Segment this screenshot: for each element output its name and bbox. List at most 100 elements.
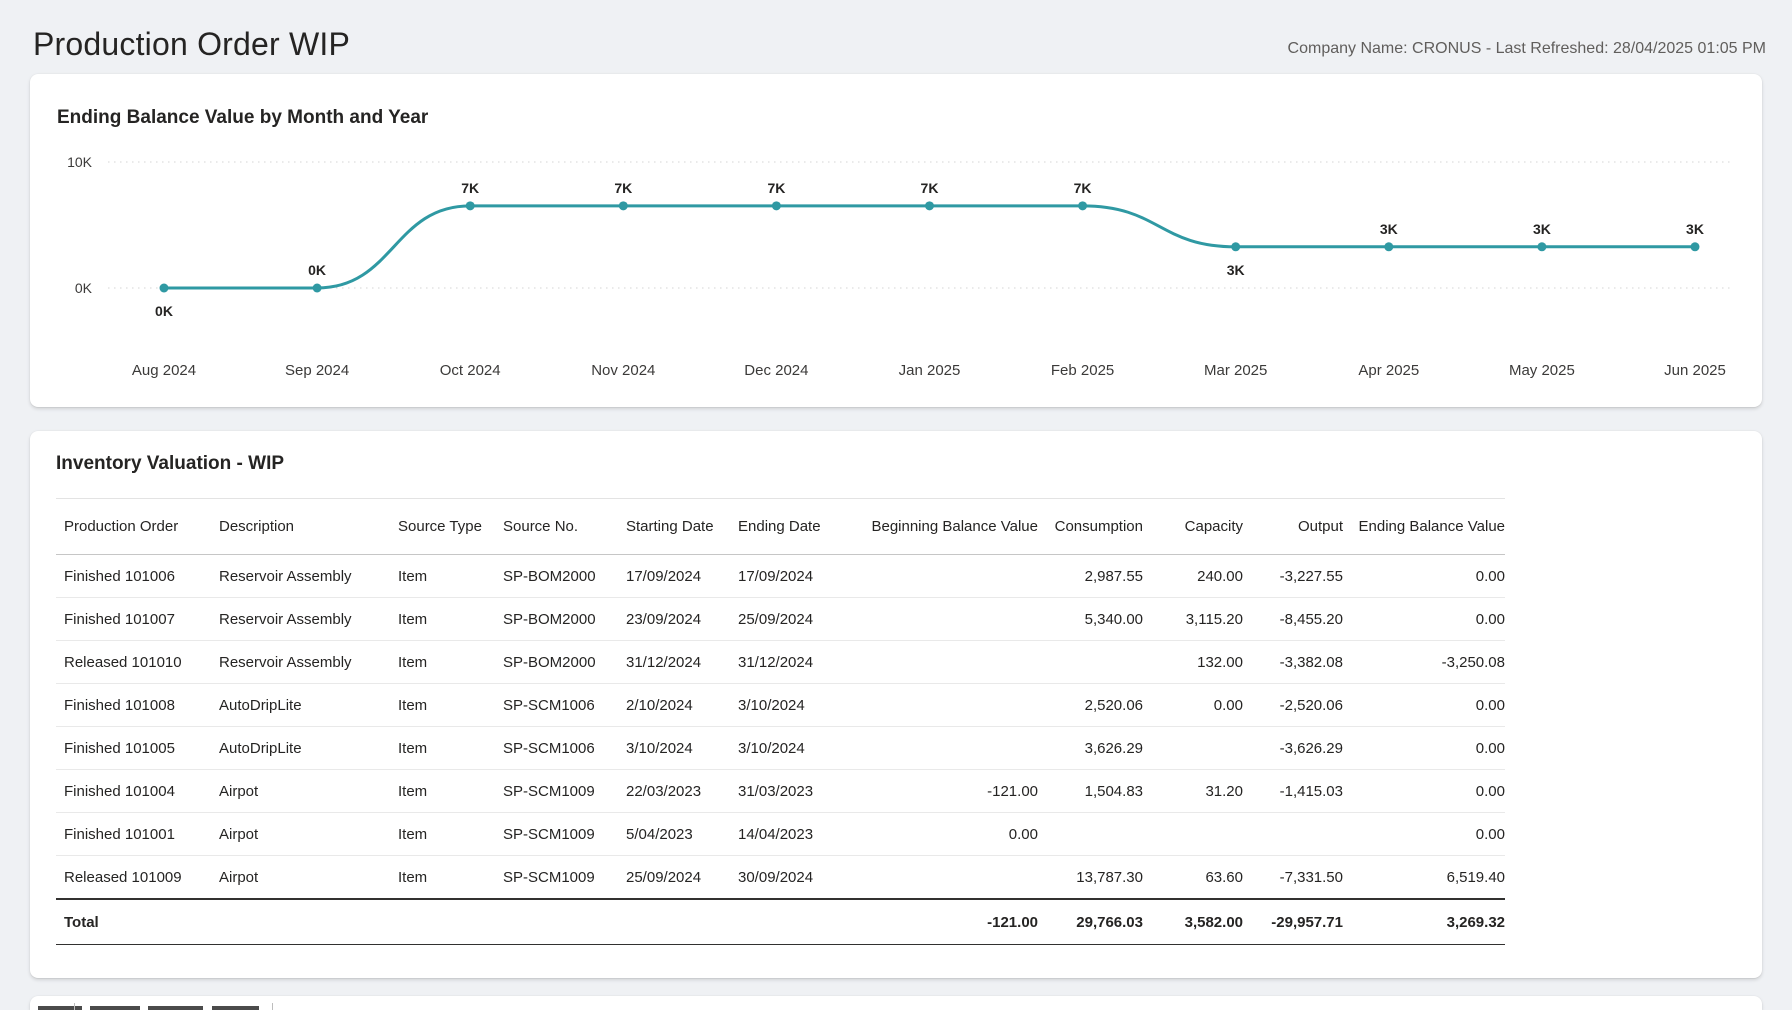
x-axis-label-dec-2024: Dec 2024 [744, 362, 808, 379]
column-header-capacity[interactable]: Capacity [1143, 498, 1243, 555]
cell-production-order: Finished 101008 [56, 683, 211, 727]
cell-starting-date: 25/09/2024 [626, 868, 702, 886]
cell-source-no: SP-SCM1009 [503, 868, 595, 886]
total-cell-production-order: Total [56, 898, 211, 945]
cell-consumption: 2,987.55 [1038, 554, 1143, 598]
column-header-description[interactable]: Description [211, 498, 390, 555]
table-foot: Total -121.00 29,766.03 3,582.00 -29,957.71 3… [56, 898, 1505, 945]
cell-starting-date: 5/04/2023 [618, 812, 730, 856]
x-axis-label-feb-2025: Feb 2025 [1051, 362, 1114, 379]
column-header-source-type[interactable]: Source Type [390, 498, 495, 555]
cell-capacity [1143, 812, 1243, 856]
cutoff-text-fragment [90, 1006, 140, 1010]
cell-source-type: Item [390, 640, 495, 684]
cell-output: -3,227.55 [1243, 554, 1343, 598]
data-point-jan-2025[interactable] [925, 201, 934, 211]
total-cell-ending-date [730, 898, 842, 945]
cell-ending-balance-value: 0.00 [1343, 554, 1505, 598]
cell-ending-balance-value: 6,519.40 [1446, 868, 1505, 886]
table-row[interactable]: Finished 101007 Reservoir Assembly Item SP-… [56, 597, 1505, 641]
total-cell-ending-balance-value: 3,269.32 [1343, 898, 1505, 945]
inventory-valuation-table: Production Order Description Source Type So… [56, 498, 1505, 945]
cell-source-type: Item [398, 868, 428, 886]
cell-ending-date: 31/03/2023 [730, 769, 842, 813]
cell-capacity: 240.00 [1143, 554, 1243, 598]
table-row[interactable]: Finished 101008 AutoDripLite Item SP-SCM100… [56, 683, 1505, 727]
cell-ending-date: 3/10/2024 [730, 726, 842, 770]
column-header-starting-date[interactable]: Starting Date [618, 498, 730, 555]
cutoff-text-fragment [148, 1006, 203, 1010]
x-axis-label-aug-2024: Aug 2024 [132, 362, 196, 379]
cutoff-text-fragment [38, 1006, 82, 1010]
data-point-jun-2025[interactable] [1690, 242, 1700, 252]
cell-description: Reservoir Assembly [211, 597, 390, 641]
cell-capacity: 0.00 [1143, 683, 1243, 727]
data-point-oct-2024[interactable] [465, 201, 475, 211]
x-axis-label-oct-2024: Oct 2024 [440, 362, 501, 379]
table-row[interactable]: Finished 101004 Airpot Item SP-SCM1009 22/03… [56, 769, 1505, 813]
company-refresh-info: Company Name: CRONUS - Last Refreshed: 2… [1287, 40, 1766, 57]
column-header-ending-balance-value[interactable]: Ending Balance Value [1343, 498, 1505, 555]
cell-ending-balance-value: 0.00 [1343, 683, 1505, 727]
column-header-production-order[interactable]: Production Order [56, 498, 211, 555]
cell-production-order: Released 101010 [56, 640, 211, 684]
cell-production-order: Finished 101001 [56, 812, 211, 856]
column-header-source-no[interactable]: Source No. [495, 498, 618, 555]
cell-output: -8,455.20 [1243, 597, 1343, 641]
cell-source-no: SP-BOM2000 [495, 640, 618, 684]
cell-consumption: 5,340.00 [1038, 597, 1143, 641]
table-head: Production Order Description Source Type So… [56, 498, 1505, 555]
cell-source-type: Item [390, 683, 495, 727]
cell-source-type: Item [390, 769, 495, 813]
table-row[interactable]: Finished 101001 Airpot Item SP-SCM1009 5/04/… [56, 812, 1505, 856]
data-point-may-2025[interactable] [1537, 242, 1547, 252]
cutoff-divider [272, 1003, 273, 1010]
cell-starting-date: 3/10/2024 [618, 726, 730, 770]
data-point-dec-2024[interactable] [771, 201, 781, 211]
data-point-feb-2025[interactable] [1078, 201, 1088, 211]
cell-ending-date: 30/09/2024 [738, 868, 814, 886]
cell-beginning-balance-value: -121.00 [842, 769, 1038, 813]
cell-capacity: 3,115.20 [1143, 597, 1243, 641]
table-title: Inventory Valuation - WIP [56, 453, 285, 474]
cell-source-type: Item [390, 554, 495, 598]
line-chart: 0K 10K Aug 2024 Sep 2024 Oct 2024 Nov 2024 Dec… [67, 154, 1730, 379]
table-row[interactable]: Finished 101005 AutoDripLite Item SP-SCM100… [56, 726, 1505, 770]
data-label-aug-2024: 0K [155, 303, 173, 319]
cell-source-no: SP-SCM1009 [495, 812, 618, 856]
total-cell-source-type [390, 898, 495, 945]
cell-ending-balance-value: 0.00 [1343, 812, 1505, 856]
column-header-beginning-balance-value[interactable]: Beginning Balance Value [842, 498, 1038, 555]
total-cell-beginning-balance-value: -121.00 [842, 898, 1038, 945]
data-point-apr-2025[interactable] [1384, 242, 1394, 252]
cell-capacity [1143, 726, 1243, 770]
line-series [162, 204, 1697, 290]
table-row[interactable]: Released 101010 Reservoir Assembly Item SP-… [56, 640, 1505, 684]
total-cell-starting-date [618, 898, 730, 945]
column-header-consumption[interactable]: Consumption [1038, 498, 1143, 555]
data-point-nov-2024[interactable] [618, 201, 628, 211]
data-label-jan-2025: 7K [921, 180, 939, 196]
table-row[interactable]: Released 101009 Airpot Item SP-SCM1009 25/09… [56, 856, 1505, 900]
data-point-aug-2024[interactable] [159, 283, 169, 293]
data-point-sep-2024[interactable] [312, 283, 322, 293]
cell-ending-balance-value: 0.00 [1343, 769, 1505, 813]
data-label-dec-2024: 7K [767, 180, 785, 196]
y-axis-label-10k: 10K [67, 154, 93, 170]
cell-source-no: SP-BOM2000 [495, 554, 618, 598]
column-header-ending-date[interactable]: Ending Date [730, 498, 842, 555]
data-label-mar-2025: 3K [1227, 262, 1245, 278]
column-header-output[interactable]: Output [1243, 498, 1343, 555]
data-label-apr-2025: 3K [1380, 221, 1398, 237]
cell-capacity: 63.60 [1205, 868, 1243, 886]
cell-description: AutoDripLite [211, 683, 390, 727]
cell-beginning-balance-value [842, 640, 1038, 684]
cell-output [1243, 812, 1343, 856]
data-point-mar-2025[interactable] [1231, 242, 1241, 252]
chart-card: Ending Balance Value by Month and Year 0… [30, 74, 1762, 407]
cell-consumption: 3,626.29 [1038, 726, 1143, 770]
cell-description: AutoDripLite [211, 726, 390, 770]
table-row[interactable]: Finished 101006 Reservoir Assembly Item SP-… [56, 554, 1505, 598]
x-axis-label-nov-2024: Nov 2024 [591, 362, 655, 379]
cell-description: Airpot [219, 868, 259, 886]
